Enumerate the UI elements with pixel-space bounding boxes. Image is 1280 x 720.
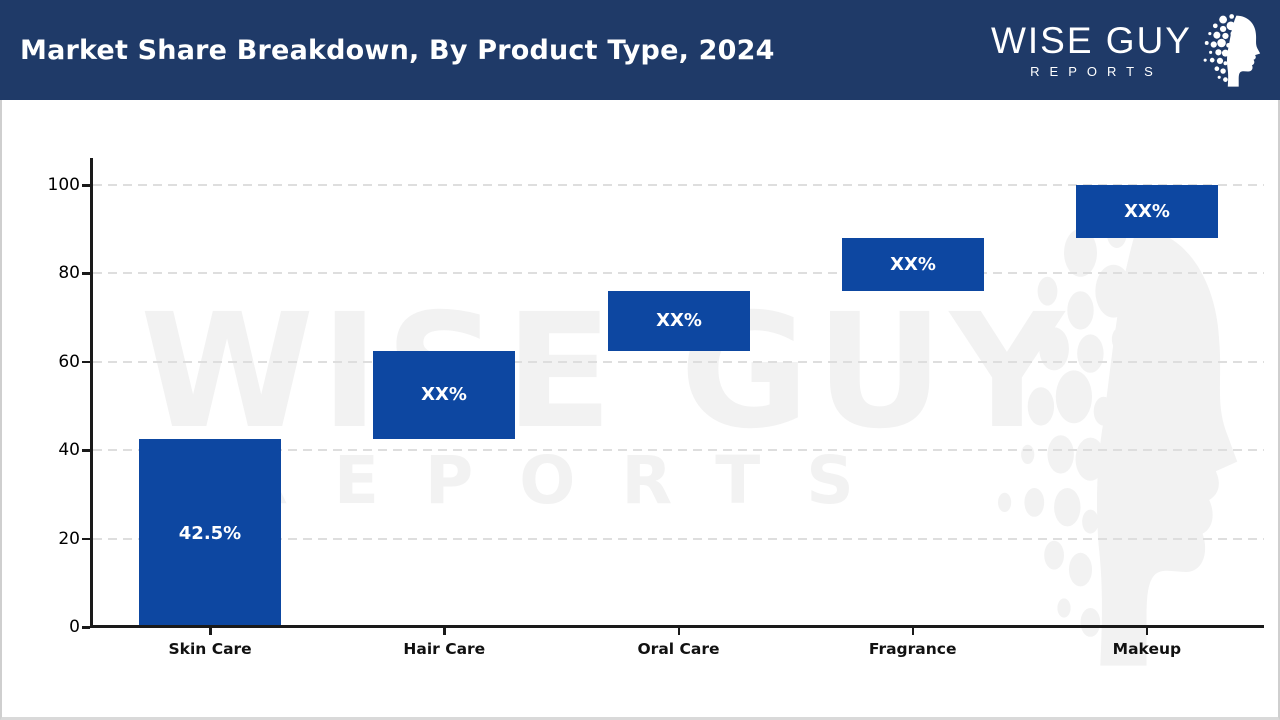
y-tick-label-40: 40 — [58, 440, 80, 461]
bar-value-label: 42.5% — [178, 522, 242, 544]
page-title: Market Share Breakdown, By Product Type,… — [20, 34, 775, 66]
x-category-label-skin-care: Skin Care — [168, 640, 252, 658]
y-tick-mark — [82, 184, 90, 187]
bar-value-label: XX% — [890, 254, 936, 276]
y-tick-label-0: 0 — [69, 617, 80, 637]
y-tick-mark — [82, 449, 90, 452]
bar-makeup: XX% — [1076, 185, 1218, 239]
bar-value-label: XX% — [656, 310, 702, 332]
gridline-100 — [93, 184, 1264, 186]
y-tick-mark — [82, 537, 90, 541]
bar-oral-care: XX% — [608, 291, 750, 351]
header: Market Share Breakdown, By Product Type,… — [0, 0, 1280, 100]
x-category-label-fragrance: Fragrance — [868, 640, 957, 658]
x-category-label-hair-care: Hair Care — [403, 640, 486, 658]
bar-value-label: XX% — [421, 384, 467, 406]
gridline-20 — [93, 537, 1264, 540]
gridline-40 — [93, 449, 1264, 452]
wiseguy-logo: WISE GUY REPORTS — [991, 6, 1266, 94]
x-tick-mark — [677, 628, 680, 635]
x-category-label-makeup: Makeup — [1112, 640, 1182, 658]
x-category-label-oral-care: Oral Care — [637, 640, 720, 658]
x-tick-mark — [443, 628, 446, 635]
dotted-head-icon — [1203, 14, 1261, 87]
y-tick-label-100: 100 — [47, 175, 80, 195]
logo-wiseguy-text: WISE GUY — [990, 20, 1192, 61]
logo-reports-text: REPORTS — [1030, 64, 1163, 79]
x-axis-line — [90, 625, 1264, 628]
y-tick-mark — [82, 272, 90, 275]
x-tick-mark — [911, 628, 915, 635]
x-tick-mark — [1145, 628, 1149, 635]
plot-area: 42.5% XX% XX% XX% XX% — [93, 184, 1264, 627]
y-tick-mark — [82, 626, 90, 629]
x-tick-mark — [209, 628, 212, 635]
bar-value-label: XX% — [1124, 201, 1170, 223]
y-tick-label-80: 80 — [58, 263, 80, 284]
bar-hair-care: XX% — [373, 350, 515, 440]
logo-text: WISE GUY REPORTS — [991, 22, 1192, 78]
gridline-80 — [93, 272, 1264, 275]
chart-canvas: WISE GUY REPORTS 42.5% XX% XX% XX% XX% 0 20 40… — [0, 100, 1280, 720]
y-tick-label-20: 20 — [58, 528, 80, 549]
gridline-60 — [93, 360, 1264, 363]
y-tick-mark — [82, 360, 90, 364]
bar-skin-care: 42.5% — [139, 439, 281, 627]
bar-fragrance: XX% — [842, 238, 984, 292]
y-axis-line — [90, 158, 93, 628]
y-tick-label-60: 60 — [58, 351, 80, 372]
